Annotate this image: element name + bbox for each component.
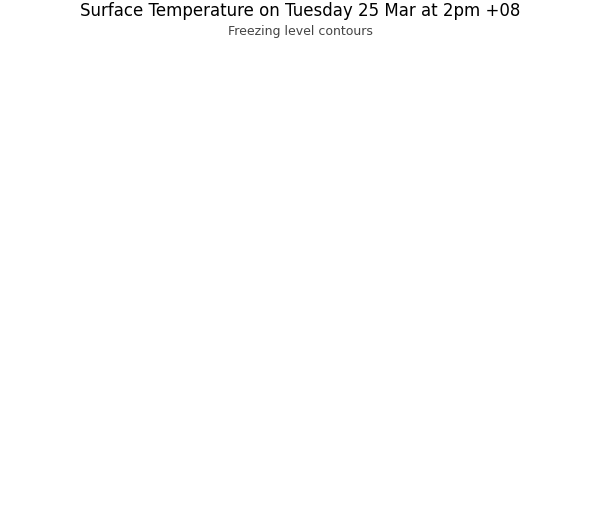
Text: Freezing level contours: Freezing level contours bbox=[228, 25, 373, 38]
Text: Surface Temperature on Tuesday 25 Mar at 2pm +08: Surface Temperature on Tuesday 25 Mar at… bbox=[81, 2, 520, 20]
